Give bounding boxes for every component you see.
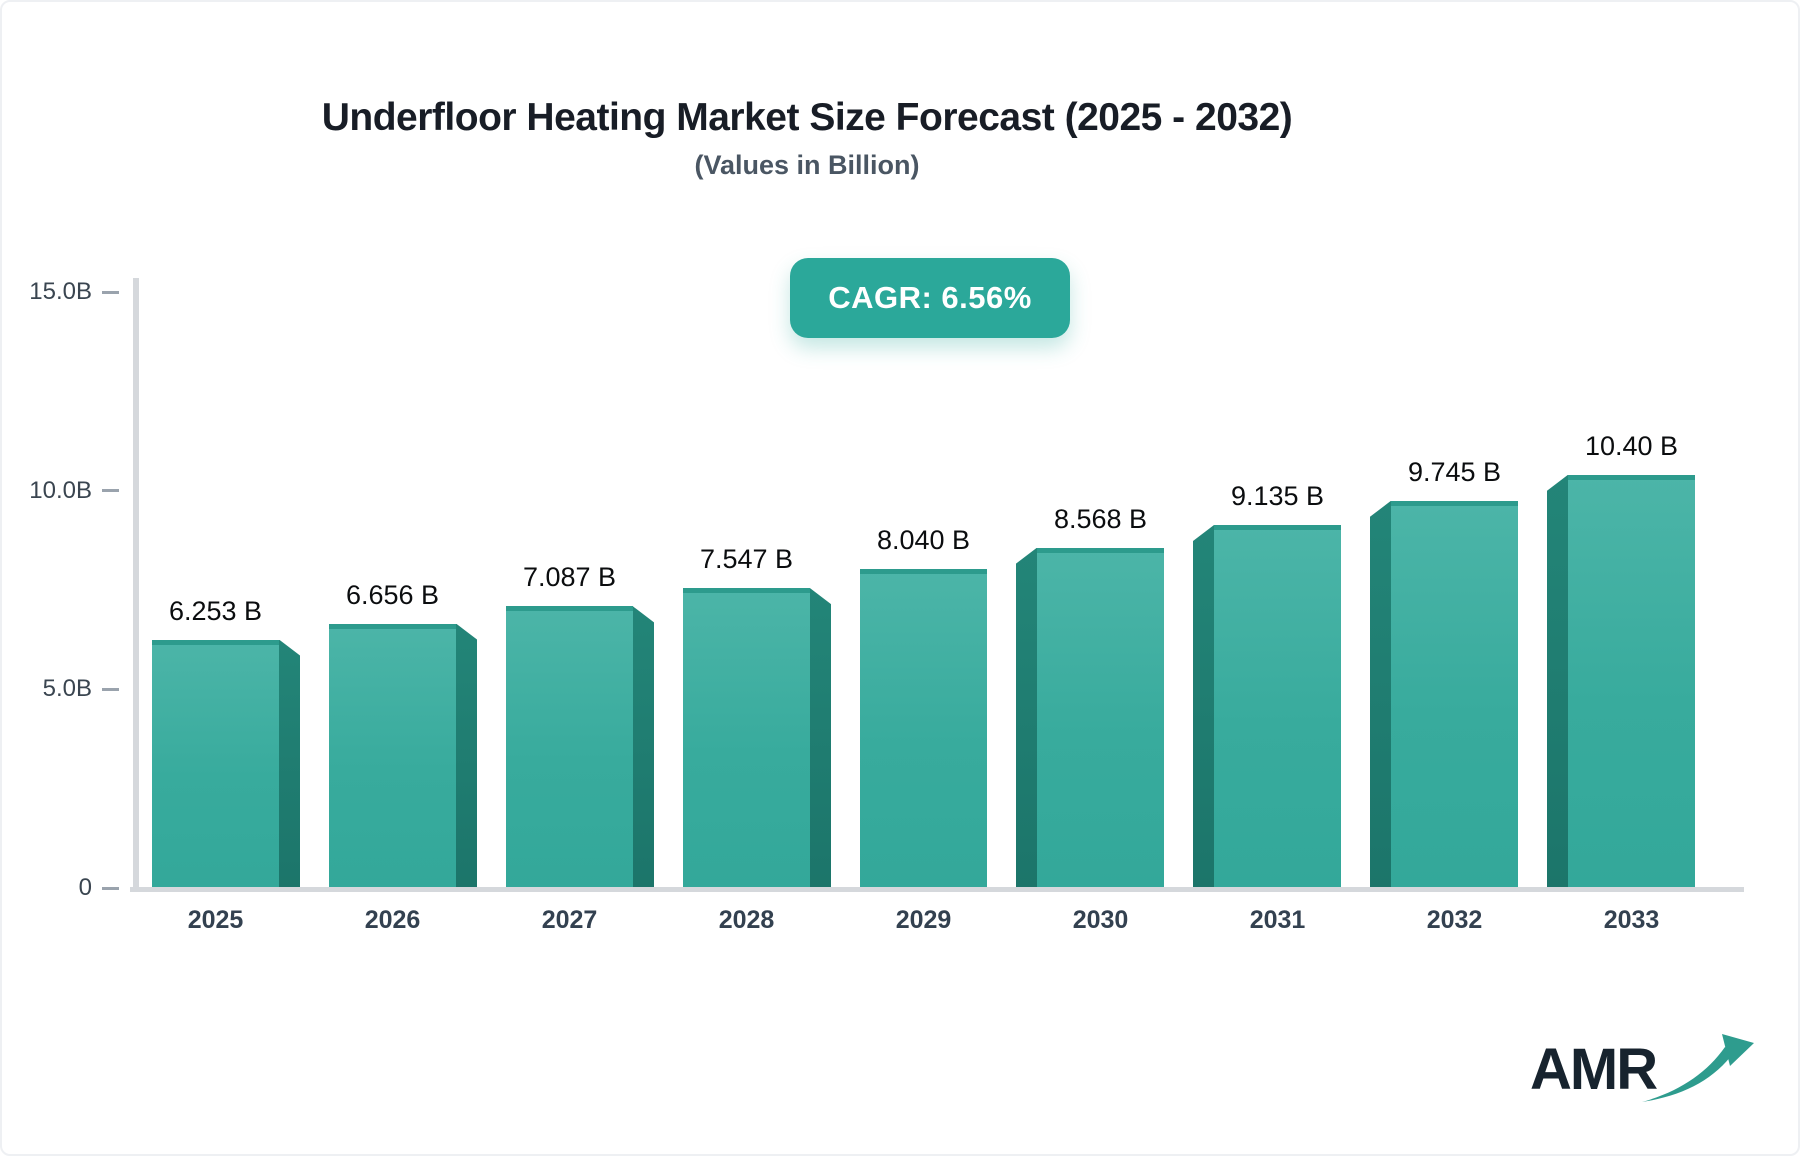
chart-title: Underfloor Heating Market Size Forecast … <box>321 96 1293 139</box>
bar-top-highlight <box>506 606 633 612</box>
bar-top-highlight <box>152 639 279 645</box>
amr-logo-text: AMR <box>1530 1037 1658 1102</box>
cagr-badge-label: CAGR: 6.56% <box>828 280 1032 315</box>
y-tick-label-5.0B: 5.0B <box>42 675 92 703</box>
y-tick-label-0: 0 <box>78 874 92 901</box>
bar-top-highlight <box>1391 500 1518 506</box>
y-tick-0 <box>102 886 119 890</box>
y-tick-5.0B <box>102 687 119 691</box>
bar-3d-edge-2026 <box>456 623 477 888</box>
bar-value-label-2028: 7.547 B <box>699 544 794 575</box>
bar-top-highlight <box>1214 525 1341 531</box>
x-tick-label-2030: 2030 <box>1072 906 1129 934</box>
bar-3d-edge-2027 <box>633 606 654 888</box>
bar-value-label-2030: 8.568 B <box>1053 503 1148 534</box>
growth-arrow-icon <box>1642 1034 1754 1102</box>
y-tick-label-15.0B: 15.0B <box>29 278 92 305</box>
bar-value-label-2029: 8.040 B <box>876 524 971 555</box>
bar-value-label-2026: 6.656 B <box>345 579 440 610</box>
bar-2033[interactable] <box>1568 474 1695 888</box>
bar-2032[interactable] <box>1391 500 1518 888</box>
bar-2030[interactable] <box>1037 547 1164 888</box>
y-axis-line <box>133 278 139 892</box>
bar-top-highlight <box>329 623 456 629</box>
bar-value-label-2031: 9.135 B <box>1230 481 1325 512</box>
bar-2025[interactable] <box>152 639 279 888</box>
x-tick-label-2029: 2029 <box>895 906 952 934</box>
y-tick-15.0B <box>102 290 119 294</box>
bar-3d-edge-2028 <box>810 588 831 888</box>
bar-2031[interactable] <box>1214 525 1341 888</box>
y-tick-label-10.0B: 10.0B <box>29 476 92 504</box>
x-tick-label-2026: 2026 <box>364 906 421 934</box>
bar-3d-edge-2031 <box>1193 525 1214 888</box>
bar-top-highlight <box>1568 474 1695 480</box>
cagr-badge: CAGR: 6.56% <box>790 258 1070 338</box>
bar-3d-edge-2030 <box>1016 547 1037 888</box>
x-tick-label-2032: 2032 <box>1426 906 1483 934</box>
x-axis-line <box>130 887 1744 892</box>
bar-2026[interactable] <box>329 623 456 888</box>
bar-3d-edge-2033 <box>1547 474 1568 888</box>
bar-value-label-2032: 9.745 B <box>1407 456 1502 487</box>
y-tick-10.0B <box>102 489 119 493</box>
bar-value-label-2027: 7.087 B <box>522 562 617 593</box>
bar-top-highlight <box>860 568 987 574</box>
bar-value-label-2025: 6.253 B <box>168 595 263 626</box>
x-tick-label-2028: 2028 <box>718 906 775 934</box>
x-tick-label-2027: 2027 <box>541 906 598 934</box>
bar-3d-edge-2025 <box>279 639 300 888</box>
x-tick-label-2031: 2031 <box>1249 906 1306 934</box>
x-tick-label-2033: 2033 <box>1603 906 1660 934</box>
bar-top-highlight <box>1037 547 1164 553</box>
amr-logo: AMR <box>1530 1030 1760 1120</box>
x-tick-label-2025: 2025 <box>187 906 244 934</box>
bar-3d-edge-2032 <box>1370 500 1391 888</box>
bar-2027[interactable] <box>506 606 633 888</box>
bar-2028[interactable] <box>683 588 810 888</box>
bar-2029[interactable] <box>860 568 987 888</box>
chart-subtitle: (Values in Billion) <box>694 150 920 180</box>
bar-value-label-2033: 10.40 B <box>1584 430 1679 461</box>
bar-top-highlight <box>683 588 810 594</box>
